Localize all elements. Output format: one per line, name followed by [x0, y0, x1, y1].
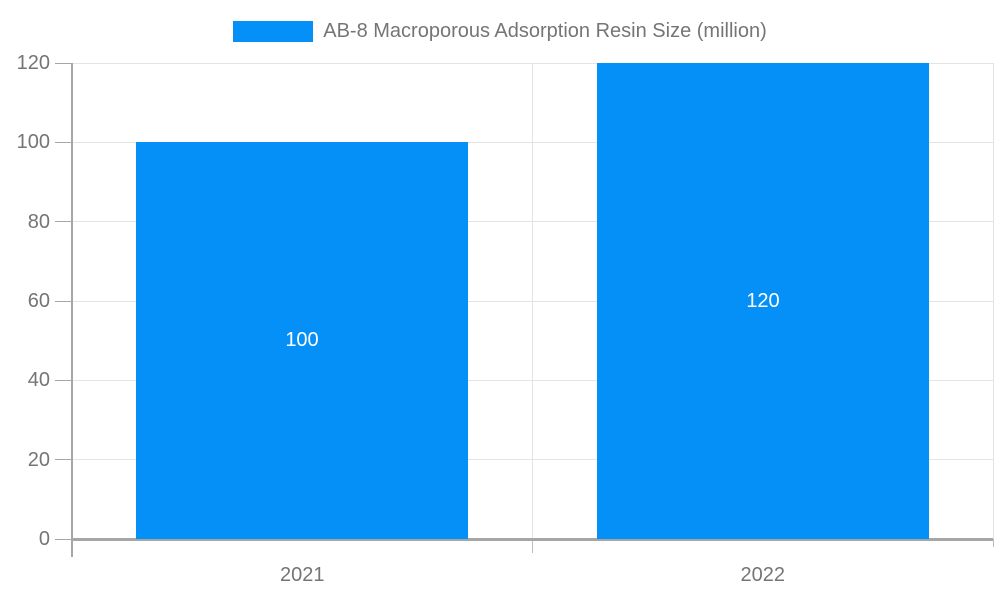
y-axis-line — [71, 63, 73, 557]
y-axis-tick-label: 60 — [27, 290, 50, 312]
bar-value-label: 120 — [746, 289, 780, 312]
bar-2021[interactable]: 100 — [136, 142, 468, 539]
y-axis-tick — [55, 538, 72, 540]
y-axis-tick-label: 120 — [16, 52, 50, 74]
x-axis-tick — [992, 539, 994, 547]
y-axis-tick — [55, 300, 72, 302]
y-axis-tick — [55, 459, 72, 461]
bar-value-label: 100 — [285, 329, 319, 351]
y-axis-tick — [55, 379, 72, 381]
y-axis-tick-label: 20 — [27, 448, 50, 471]
gridline-vertical — [532, 63, 533, 539]
y-axis-tick-label: 40 — [27, 369, 50, 392]
legend-label: AB-8 Macroporous Adsorption Resin Size (… — [323, 19, 767, 42]
y-axis-tick-label: 100 — [16, 131, 50, 154]
bar-2022[interactable]: 120 — [597, 63, 929, 539]
y-axis-tick-label: 80 — [27, 210, 50, 233]
x-axis-tick — [532, 539, 533, 553]
legend-item[interactable]: AB-8 Macroporous Adsorption Resin Size (… — [0, 17, 1000, 45]
plot-area: 0 20 40 60 80 100 120 100 2021 120 2022 — [17, 52, 994, 586]
x-axis-line — [72, 538, 993, 541]
gridline-vertical — [992, 63, 994, 539]
legend-swatch-icon — [233, 20, 314, 42]
x-axis-tick-label: 2022 — [740, 564, 786, 586]
y-axis-tick-label: 0 — [38, 528, 50, 550]
x-axis-tick-label: 2021 — [280, 564, 325, 586]
y-axis-tick — [55, 221, 72, 223]
y-axis-tick — [55, 62, 72, 64]
y-axis-tick — [55, 141, 72, 143]
